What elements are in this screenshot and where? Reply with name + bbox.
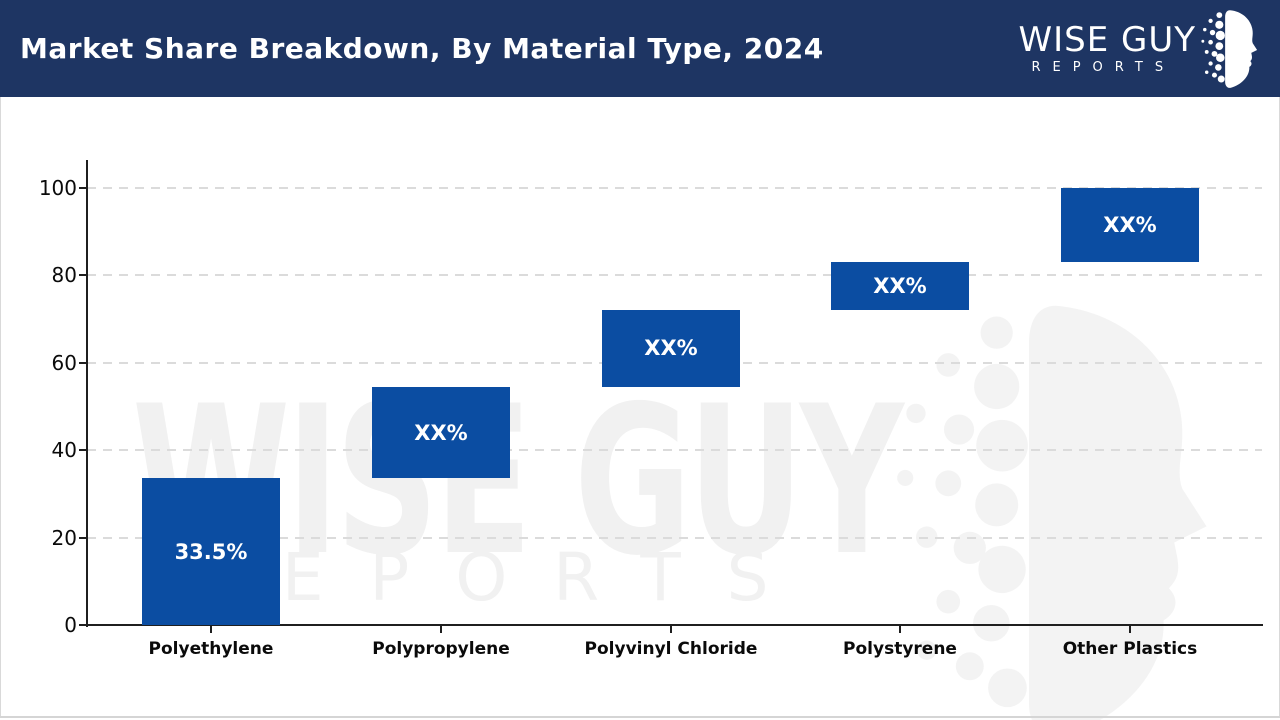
x-tick-mark	[210, 626, 212, 633]
dot-head-profile-icon	[1198, 8, 1260, 90]
bar-value-label: 33.5%	[174, 539, 248, 564]
y-tick-mark	[79, 186, 87, 189]
logo-text: WISE GUY REPORTS	[1018, 23, 1196, 74]
bar-value-label: XX%	[414, 420, 468, 445]
bar-value-label: XX%	[1103, 212, 1157, 237]
y-tick-mark	[79, 624, 87, 626]
wiseguy-logo: WISE GUY REPORTS	[1018, 8, 1260, 90]
bar-polystyrene: XX%	[831, 261, 969, 310]
page-border-left	[0, 97, 1, 718]
x-category-label: Polyethylene	[148, 639, 274, 659]
x-tick-mark	[1129, 626, 1131, 633]
y-tick-label: 0	[64, 613, 77, 637]
report-header: Market Share Breakdown, By Material Type…	[0, 0, 1280, 97]
y-tick-mark	[79, 536, 87, 539]
y-tick-label: 40	[51, 438, 77, 462]
gridline-40	[87, 449, 1262, 451]
bar-polypropylene: XX%	[372, 386, 510, 479]
gridline-100	[87, 186, 1262, 189]
bar-polyvinyl-chloride: XX%	[602, 310, 740, 387]
x-tick-mark	[670, 626, 672, 633]
y-tick-mark	[79, 361, 87, 364]
y-tick-label: 80	[51, 263, 77, 287]
logo-subtext: REPORTS	[1031, 60, 1176, 75]
gridline-20	[87, 536, 1262, 539]
page-border-bottom	[0, 716, 1280, 718]
chart-area: WISE GUY REPORTS 0 20 40 60 80 100 33.5% Polyet…	[0, 97, 1280, 720]
x-tick-mark	[899, 626, 901, 633]
watermark-subtext: REPORTS	[190, 539, 815, 616]
bar-polyethylene: 33.5%	[142, 478, 280, 625]
gridline-80	[87, 274, 1262, 276]
y-tick-label: 60	[51, 350, 77, 375]
y-tick-label: 100	[38, 175, 77, 200]
logo-wordmark: WISE GUY	[1018, 20, 1196, 60]
x-category-label: Polyvinyl Chloride	[584, 639, 758, 659]
x-axis-line	[86, 624, 1263, 626]
bar-value-label: XX%	[644, 336, 698, 361]
y-tick-mark	[79, 274, 87, 276]
y-axis-line	[86, 159, 88, 627]
x-category-label: Polystyrene	[843, 639, 957, 659]
y-tick-mark	[79, 449, 87, 451]
page-title: Market Share Breakdown, By Material Type…	[20, 32, 824, 65]
x-category-label: Polypropylene	[372, 639, 510, 659]
x-tick-mark	[440, 626, 442, 633]
y-tick-label: 20	[51, 525, 77, 550]
bar-value-label: XX%	[873, 273, 927, 298]
x-category-label: Other Plastics	[1062, 639, 1198, 659]
bar-other-plastics: XX%	[1061, 187, 1199, 262]
